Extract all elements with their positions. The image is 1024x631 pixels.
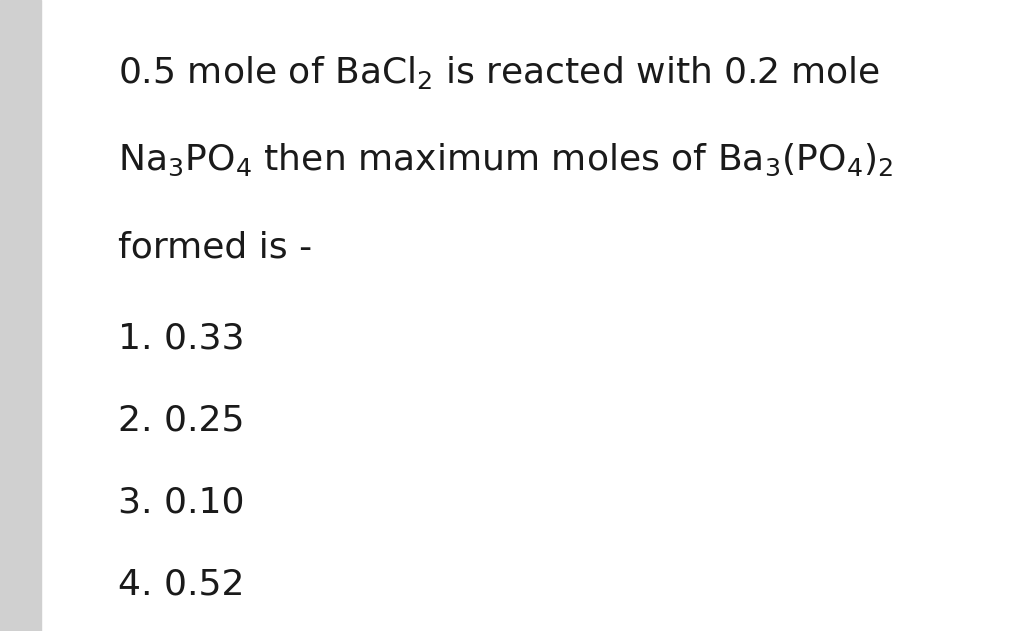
Text: formed is -: formed is - (118, 230, 312, 264)
Text: Na$_3$PO$_4$ then maximum moles of Ba$_3$(PO$_4$)$_2$: Na$_3$PO$_4$ then maximum moles of Ba$_3… (118, 142, 893, 179)
Text: 1. 0.33: 1. 0.33 (118, 322, 245, 356)
Text: 2. 0.25: 2. 0.25 (118, 404, 245, 438)
Text: 3. 0.10: 3. 0.10 (118, 486, 245, 520)
Text: 0.5 mole of BaCl$_2$ is reacted with 0.2 mole: 0.5 mole of BaCl$_2$ is reacted with 0.2… (118, 54, 880, 91)
Text: 4. 0.52: 4. 0.52 (118, 568, 245, 602)
Bar (0, 0, 41, 631)
